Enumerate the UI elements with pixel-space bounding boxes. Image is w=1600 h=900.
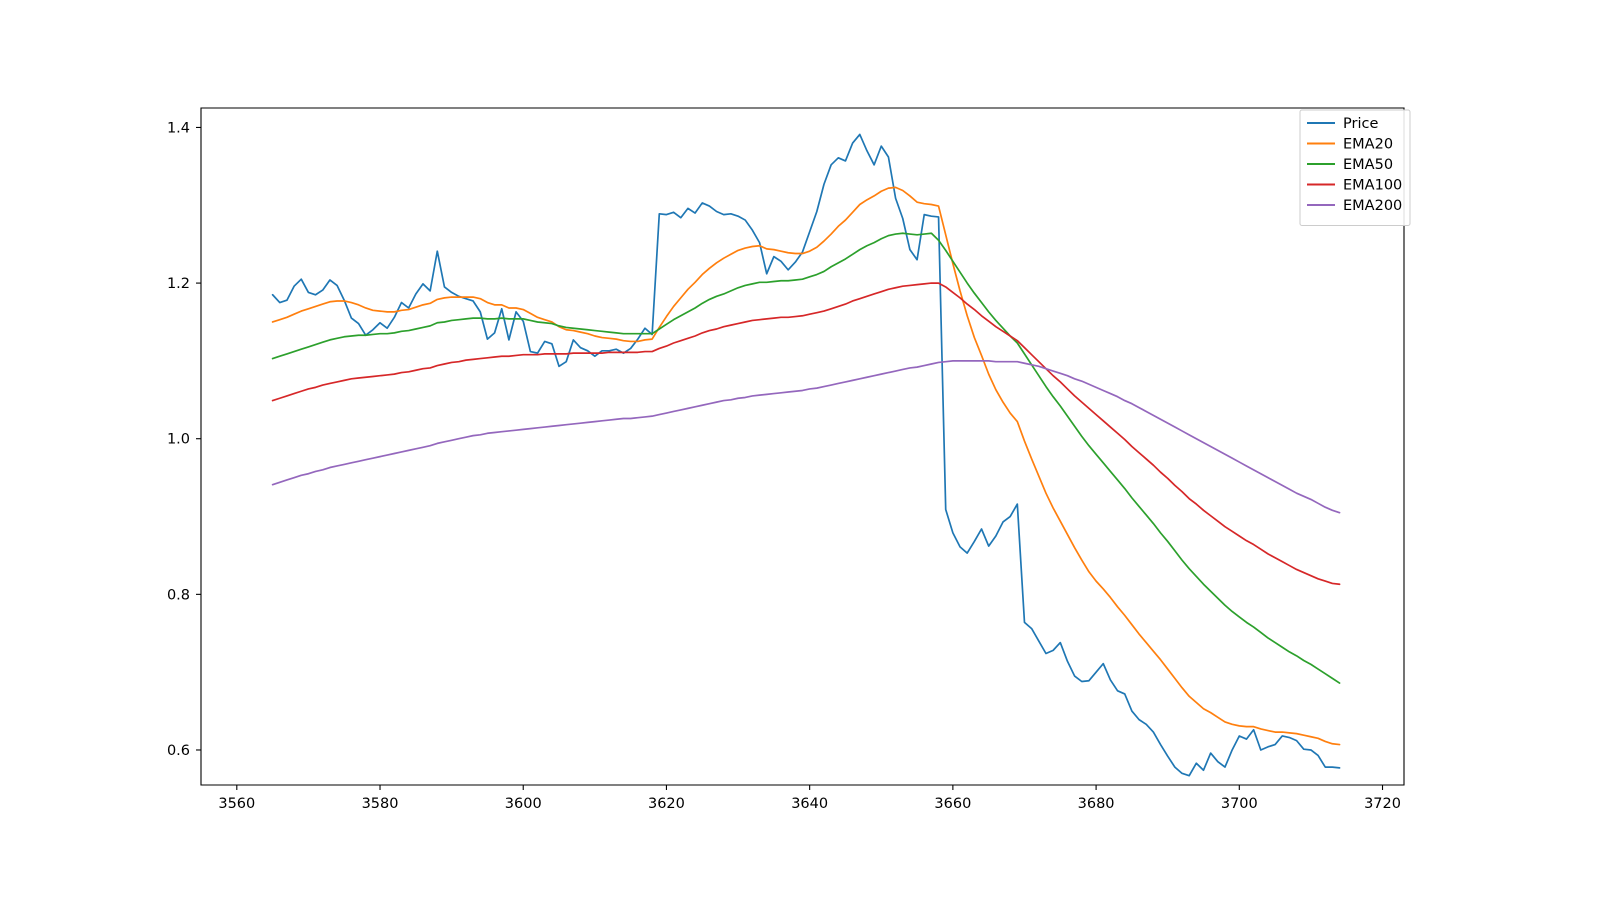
chart-legend: Price EMA20 EMA50 EMA100 EMA200 xyxy=(1299,109,1411,226)
y-tick-label: 0.8 xyxy=(167,587,190,603)
x-tick-label: 3640 xyxy=(791,796,828,812)
y-tick-label: 1.2 xyxy=(167,276,190,292)
axes-spines xyxy=(200,107,1405,786)
axis-tick-marks xyxy=(196,126,1384,790)
y-tick-label: 0.6 xyxy=(167,743,190,759)
legend-label-ema200: EMA200 xyxy=(1343,198,1402,214)
series-line-ema20 xyxy=(271,186,1341,746)
legend-label-ema50: EMA50 xyxy=(1343,157,1393,173)
series-line-ema200 xyxy=(271,360,1341,514)
series-line-ema50 xyxy=(271,232,1341,684)
legend-label-price: Price xyxy=(1343,116,1378,132)
x-tick-label: 3700 xyxy=(1221,796,1258,812)
x-tick-label: 3560 xyxy=(218,796,255,812)
legend-label-ema100: EMA100 xyxy=(1343,178,1402,194)
legend-frame xyxy=(1299,109,1411,226)
x-tick-label: 3660 xyxy=(934,796,971,812)
data-series-group xyxy=(271,133,1341,777)
y-tick-label: 1.0 xyxy=(167,432,190,448)
x-tick-label: 3580 xyxy=(362,796,399,812)
x-tick-label: 3680 xyxy=(1078,796,1115,812)
series-line-price xyxy=(271,133,1341,777)
x-tick-label: 3600 xyxy=(505,796,542,812)
x-tick-label: 3620 xyxy=(648,796,685,812)
y-tick-label: 1.4 xyxy=(167,120,190,136)
x-tick-label: 3720 xyxy=(1364,796,1401,812)
axis-tick-labels: 3560 3580 3600 3620 3640 3660 3680 3700 3720 0.6 0… xyxy=(167,120,1401,812)
series-line-ema100 xyxy=(271,282,1341,586)
legend-label-ema20: EMA20 xyxy=(1343,137,1393,153)
